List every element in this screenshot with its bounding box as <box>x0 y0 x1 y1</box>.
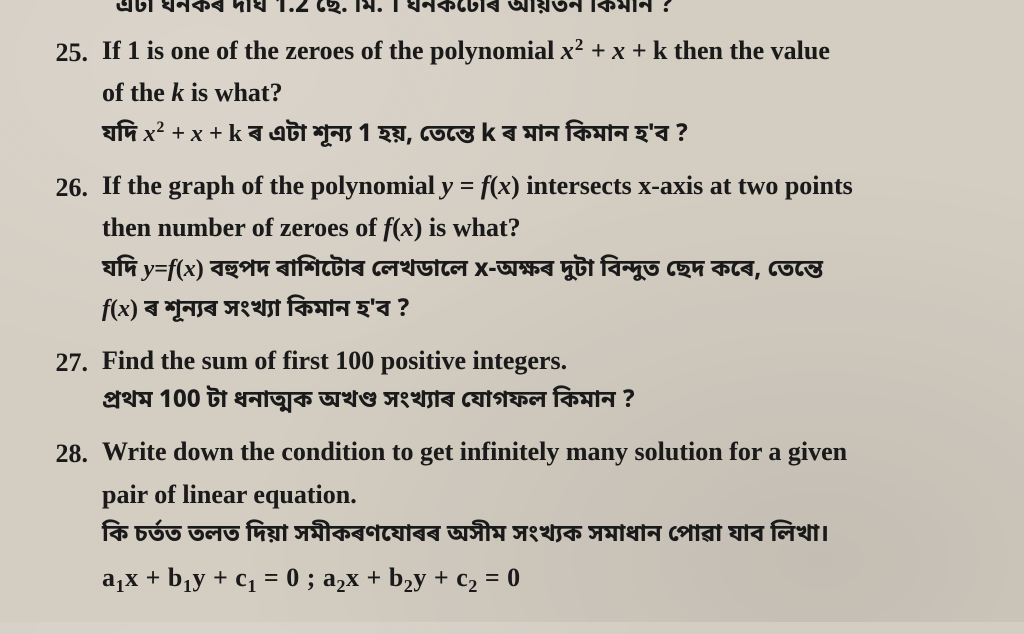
math-k: k <box>171 78 184 107</box>
question-number: 28. <box>36 432 88 600</box>
q25-line-as: যদি x2 + x + k ৰ এটা শূন্য 1 হয়, তেন্তে… <box>102 116 996 154</box>
question-25: 25. If 1 is one of the zeroes of the pol… <box>36 31 996 156</box>
math-expr: y = f <box>441 171 489 200</box>
math-x: x <box>118 296 130 322</box>
text: then number of zeroes of <box>102 213 383 242</box>
math-x: x <box>498 171 511 200</box>
math-x: x <box>401 213 414 242</box>
question-number: 26. <box>36 166 88 331</box>
q27-line-en: Find the sum of first 100 positive integ… <box>102 341 996 381</box>
text: of the <box>102 78 171 107</box>
q26-line2-en: then number of zeroes of f(x) is what? <box>102 208 996 248</box>
question-number: 25. <box>36 31 88 156</box>
question-28: 28. Write down the condition to get infi… <box>36 432 996 600</box>
q26-line2-as: f(x) ৰ শূন্যৰ সংখ্যা কিমান হ'ব ? <box>102 291 996 329</box>
math-paren: ) <box>130 296 138 322</box>
question-number: 27. <box>36 341 88 422</box>
q25-line2-en: of the k is what? <box>102 73 996 113</box>
math-paren: ( <box>110 296 118 322</box>
q25-line1-en: If 1 is one of the zeroes of the polynom… <box>102 31 996 71</box>
q26-line1-as: যদি y=f(x) বহুপদ ৰাশিটোৰ লেখডালে x-অক্ষৰ… <box>102 251 996 289</box>
text: যদি <box>102 119 143 151</box>
math-k: k <box>229 121 242 147</box>
text: is what? <box>422 213 520 242</box>
math-paren: ( <box>176 256 184 282</box>
question-27: 27. Find the sum of first 100 positive i… <box>36 341 996 422</box>
text: intersects x-axis at two points <box>520 171 853 200</box>
math-paren: ( <box>392 213 401 242</box>
q27-line-as: প্ৰথম 100 টা ধনাত্মক অখণ্ড সংখ্যাৰ যোগফল… <box>102 383 996 420</box>
math-expr: x2 + x + <box>143 121 228 147</box>
text: যদি <box>102 254 143 286</box>
math-x: x <box>184 256 196 282</box>
partial-previous-question: এটা ঘনকৰ দাঘ 1.2 ছে. মি. । ঘনকটোৰ আয়তন … <box>36 0 996 25</box>
math-expr: y=f <box>143 256 175 282</box>
q28-line-as: কি চৰ্তত তলত দিয়া সমীকৰণযোৰৰ অসীম সংখ্য… <box>102 517 996 554</box>
question-26: 26. If the graph of the polynomial y = f… <box>36 166 996 331</box>
math-expr: x2 + x + <box>561 36 653 65</box>
q26-line1-en: If the graph of the polynomial y = f(x) … <box>102 166 996 206</box>
text: ৰ শূন্যৰ সংখ্যা কিমান হ'ব ? <box>138 294 410 326</box>
text: ৰ এটা শূন্য 1 হয়, তেন্তে k ৰ মান কিমান … <box>242 119 688 151</box>
math-paren: ) <box>196 256 204 282</box>
text: If 1 is one of the zeroes of the polynom… <box>102 36 561 65</box>
question-body: If 1 is one of the zeroes of the polynom… <box>102 31 996 156</box>
question-body: Find the sum of first 100 positive integ… <box>102 341 996 422</box>
text: then the value <box>667 36 830 65</box>
math-expr: f <box>102 296 110 322</box>
q28-equation: a1x + b1y + c1 = 0 ; a2x + b2y + c2 = 0 <box>102 558 996 600</box>
text: If the graph of the polynomial <box>102 171 441 200</box>
question-body: Write down the condition to get infinite… <box>102 432 996 600</box>
text: is what? <box>184 78 282 107</box>
math-paren: ) <box>511 171 520 200</box>
q28-line1-en: Write down the condition to get infinite… <box>102 432 996 472</box>
document-page: এটা ঘনকৰ দাঘ 1.2 ছে. মি. । ঘনকটোৰ আয়তন … <box>36 0 996 601</box>
math-expr: f <box>383 213 392 242</box>
math-k: k <box>653 36 667 65</box>
text: বহুপদ ৰাশিটোৰ লেখডালে x-অক্ষৰ দুটা বিন্দ… <box>204 254 823 286</box>
question-body: If the graph of the polynomial y = f(x) … <box>102 166 996 331</box>
math-paren: ( <box>489 171 498 200</box>
q28-line2-en: pair of linear equation. <box>102 475 996 515</box>
